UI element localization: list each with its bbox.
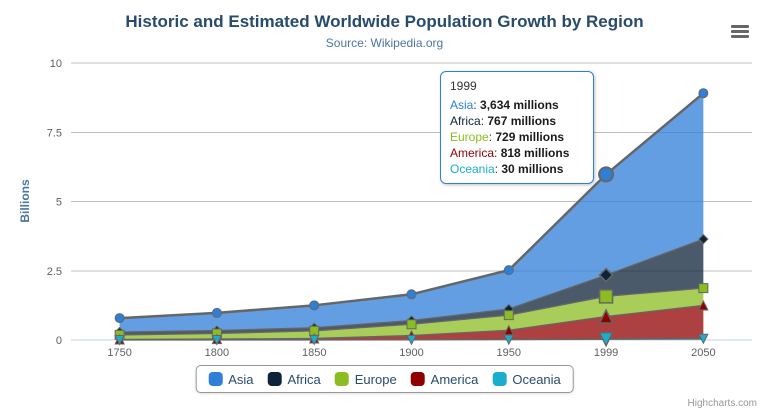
legend-symbol-asia xyxy=(208,372,223,386)
svg-text:2.5: 2.5 xyxy=(47,266,62,278)
legend: Asia Africa Europe America Oceania xyxy=(195,365,574,393)
legend-item-asia[interactable]: Asia xyxy=(208,371,254,387)
chart-title: Historic and Estimated Worldwide Populat… xyxy=(125,12,644,31)
legend-symbol-oceania xyxy=(492,372,507,386)
hamburger-icon xyxy=(731,29,749,33)
legend-item-oceania[interactable]: Oceania xyxy=(492,371,561,387)
svg-text:2050: 2050 xyxy=(691,347,715,359)
legend-symbol-europe xyxy=(334,372,349,386)
legend-item-america[interactable]: America xyxy=(410,371,479,387)
svg-text:7.5: 7.5 xyxy=(47,127,62,139)
chart-subtitle: Source: Wikipedia.org xyxy=(325,36,444,50)
svg-text:5: 5 xyxy=(56,197,62,209)
legend-symbol-america xyxy=(410,372,425,386)
legend-label: Africa xyxy=(287,371,321,387)
legend-label: Asia xyxy=(228,371,254,387)
legend-label: Europe xyxy=(354,371,397,387)
legend-label: Oceania xyxy=(512,371,561,387)
legend-label: America xyxy=(430,371,479,387)
credits-link[interactable]: Highcharts.com xyxy=(687,398,757,409)
svg-text:1800: 1800 xyxy=(205,347,229,359)
svg-text:1750: 1750 xyxy=(107,347,131,359)
legend-symbol-africa xyxy=(267,372,282,386)
legend-item-africa[interactable]: Africa xyxy=(267,371,321,387)
svg-text:1999: 1999 xyxy=(594,347,618,359)
svg-text:10: 10 xyxy=(50,58,62,70)
svg-text:1850: 1850 xyxy=(302,347,326,359)
svg-text:1900: 1900 xyxy=(399,347,423,359)
hamburger-icon xyxy=(731,34,749,38)
svg-text:1950: 1950 xyxy=(497,347,521,359)
export-menu-button[interactable] xyxy=(728,19,754,43)
svg-text:0: 0 xyxy=(56,335,62,347)
legend-item-europe[interactable]: Europe xyxy=(334,371,397,387)
hamburger-icon xyxy=(731,24,749,28)
